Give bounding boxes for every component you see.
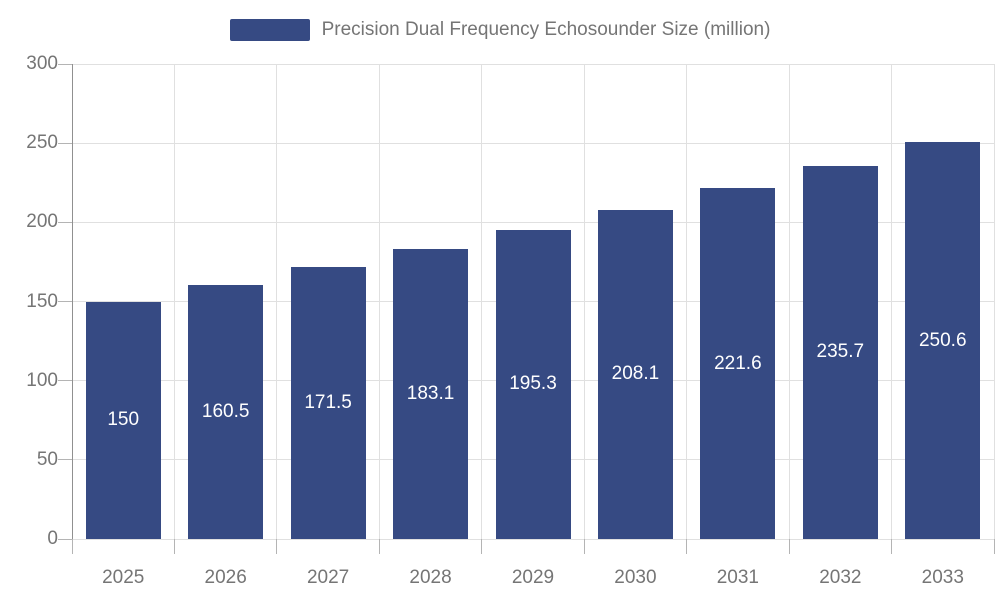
x-axis-label: 2030 <box>614 567 657 588</box>
y-axis-label: 50 <box>36 448 58 470</box>
legend-item[interactable]: Precision Dual Frequency Echosounder Siz… <box>0 19 1000 41</box>
bar-value-label: 208.1 <box>611 363 660 385</box>
x-axis-tick <box>173 539 175 554</box>
gridline-horizontal <box>72 63 994 65</box>
x-axis-label: 2033 <box>921 567 964 588</box>
gridline-horizontal <box>72 538 994 540</box>
y-axis-line <box>71 64 73 539</box>
bar[interactable] <box>597 209 673 539</box>
y-axis-tick <box>58 142 72 144</box>
x-axis-label: 2027 <box>306 567 350 588</box>
x-axis-tick <box>583 539 585 554</box>
x-axis-label: 2025 <box>102 567 145 588</box>
x-axis-tick <box>378 539 380 554</box>
gridline-vertical <box>788 64 790 539</box>
legend-swatch <box>229 19 310 41</box>
y-axis-label: 100 <box>26 369 58 391</box>
gridline-vertical <box>993 64 995 539</box>
x-axis-tick <box>481 539 483 554</box>
gridline-vertical <box>583 64 585 539</box>
bar[interactable] <box>495 229 571 539</box>
gridline-vertical <box>378 64 380 539</box>
gridline-vertical <box>481 64 483 539</box>
x-axis-label: 2032 <box>819 567 862 588</box>
y-axis-label: 300 <box>26 53 58 74</box>
y-axis-tick <box>58 459 72 461</box>
x-axis-tick <box>276 539 278 554</box>
gridline-horizontal <box>72 142 994 144</box>
legend-label: Precision Dual Frequency Echosounder Siz… <box>321 19 771 40</box>
bar-value-label: 183.1 <box>406 383 455 405</box>
y-axis-label: 200 <box>26 211 58 233</box>
y-axis-tick <box>58 63 72 65</box>
bar-value-label: 235.7 <box>816 341 865 363</box>
x-axis-tick <box>788 539 790 554</box>
x-axis-tick <box>71 539 73 554</box>
x-axis-label: 2028 <box>409 567 452 588</box>
gridline-vertical <box>173 64 175 539</box>
bar[interactable] <box>85 301 161 539</box>
bar[interactable] <box>393 249 469 539</box>
bar-value-label: 250.6 <box>918 329 967 351</box>
gridline-vertical <box>891 64 893 539</box>
bar-value-label: 171.5 <box>304 392 352 414</box>
bar-value-label: 221.6 <box>714 352 762 374</box>
bar[interactable] <box>905 142 981 539</box>
bar-value-label: 160.5 <box>201 400 250 422</box>
bar[interactable] <box>290 267 366 539</box>
x-axis-tick <box>993 539 995 554</box>
y-axis-tick <box>58 221 72 223</box>
y-axis-tick <box>58 301 72 302</box>
bar-value-label: 150 <box>107 409 140 431</box>
gridline-horizontal <box>72 221 994 223</box>
bar[interactable] <box>802 165 878 539</box>
gridline-vertical <box>686 64 688 539</box>
x-axis-label: 2031 <box>716 567 760 588</box>
y-axis-label: 0 <box>47 528 58 549</box>
y-axis-tick <box>58 380 72 382</box>
bar[interactable] <box>188 284 264 539</box>
y-axis-label: 250 <box>26 132 58 154</box>
x-axis-tick <box>686 539 688 554</box>
x-axis-label: 2029 <box>511 567 555 588</box>
x-axis-label: 2026 <box>204 567 247 588</box>
gridline-vertical <box>276 64 278 539</box>
y-axis-tick <box>58 538 72 540</box>
x-axis-tick <box>891 539 893 554</box>
bar-value-label: 195.3 <box>509 373 557 395</box>
bar[interactable] <box>700 188 776 539</box>
y-axis-label: 150 <box>26 290 58 312</box>
